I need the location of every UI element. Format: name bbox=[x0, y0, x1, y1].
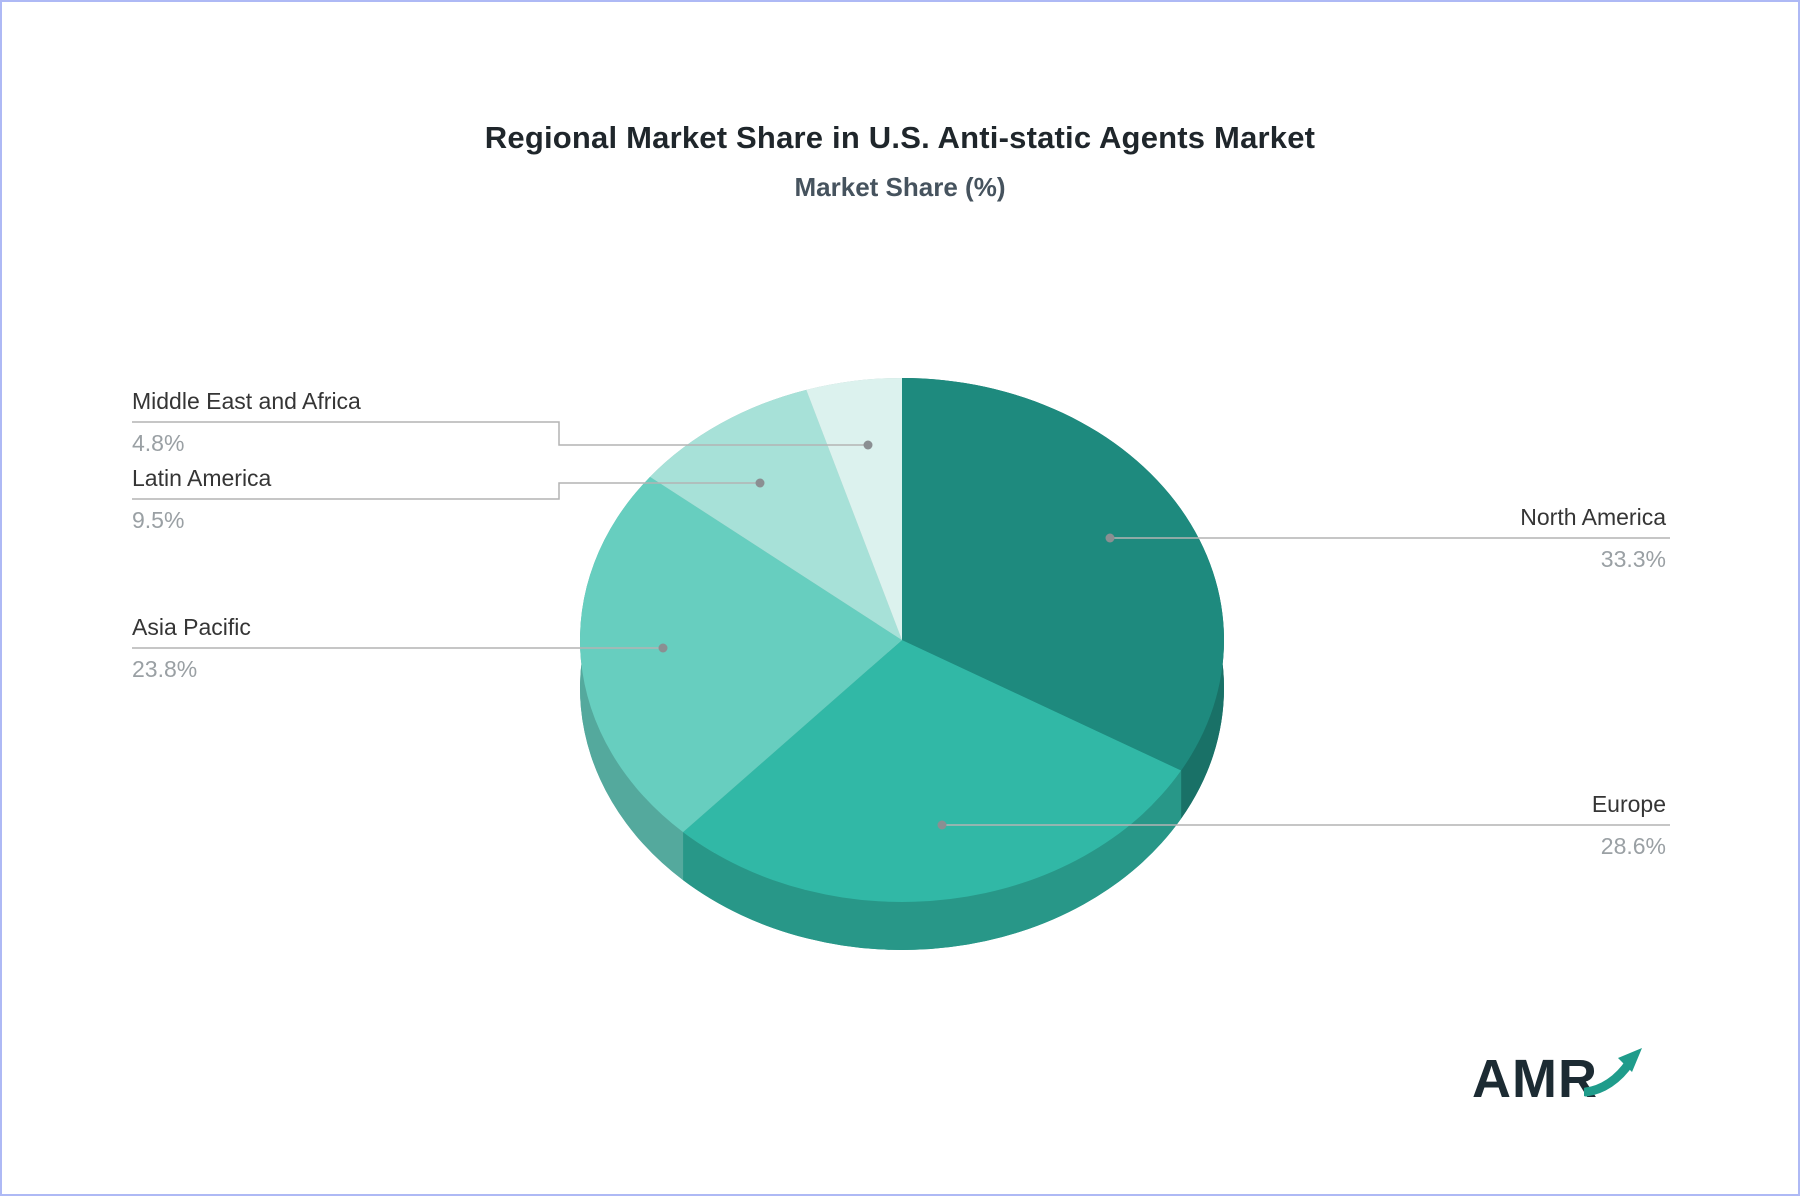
label-name: North America bbox=[1520, 504, 1666, 530]
amr-logo: AMR bbox=[1472, 1046, 1648, 1106]
label-name: Europe bbox=[1591, 791, 1666, 817]
label-middle-east-and-africa: Middle East and Africa 4.8% bbox=[132, 388, 361, 457]
label-europe: Europe 28.6% bbox=[1246, 791, 1666, 860]
leader-dot-north-america bbox=[1105, 533, 1115, 543]
leader-dot-latin-america bbox=[755, 478, 765, 488]
label-name: Asia Pacific bbox=[132, 614, 251, 640]
label-asia-pacific: Asia Pacific 23.8% bbox=[132, 614, 251, 683]
pie-slice-latin-america[interactable] bbox=[650, 389, 902, 640]
label-latin-america: Latin America 9.5% bbox=[132, 465, 271, 534]
chart-subtitle: Market Share (%) bbox=[794, 172, 1006, 202]
leader-dot-asia-pacific bbox=[658, 643, 668, 653]
logo-text: AMR bbox=[1472, 1049, 1598, 1109]
pie-slice-europe[interactable] bbox=[683, 640, 1182, 902]
label-percent: 28.6% bbox=[1600, 833, 1666, 859]
leader-line-middle-east-and-africa bbox=[132, 421, 868, 446]
label-percent: 9.5% bbox=[132, 507, 185, 533]
leader-dot-europe bbox=[937, 820, 947, 830]
label-name: Middle East and Africa bbox=[132, 388, 361, 414]
logo-arrow-icon bbox=[1584, 1048, 1642, 1097]
pie-slice-asia-pacific[interactable] bbox=[579, 476, 902, 833]
label-north-america: North America 33.3% bbox=[1246, 504, 1666, 573]
label-percent: 23.8% bbox=[132, 656, 198, 682]
label-name: Latin America bbox=[132, 465, 272, 491]
chart-title: Regional Market Share in U.S. Anti-stati… bbox=[484, 120, 1316, 155]
pie-side-europe bbox=[683, 770, 1182, 950]
pie-slice-north-america[interactable] bbox=[902, 378, 1224, 771]
label-percent: 4.8% bbox=[132, 430, 185, 456]
leader-dot-middle-east-and-africa bbox=[863, 440, 873, 450]
leader-line-latin-america bbox=[132, 482, 760, 500]
label-percent: 33.3% bbox=[1600, 546, 1666, 572]
pie-slice-middle-east-and-africa[interactable] bbox=[806, 378, 902, 640]
